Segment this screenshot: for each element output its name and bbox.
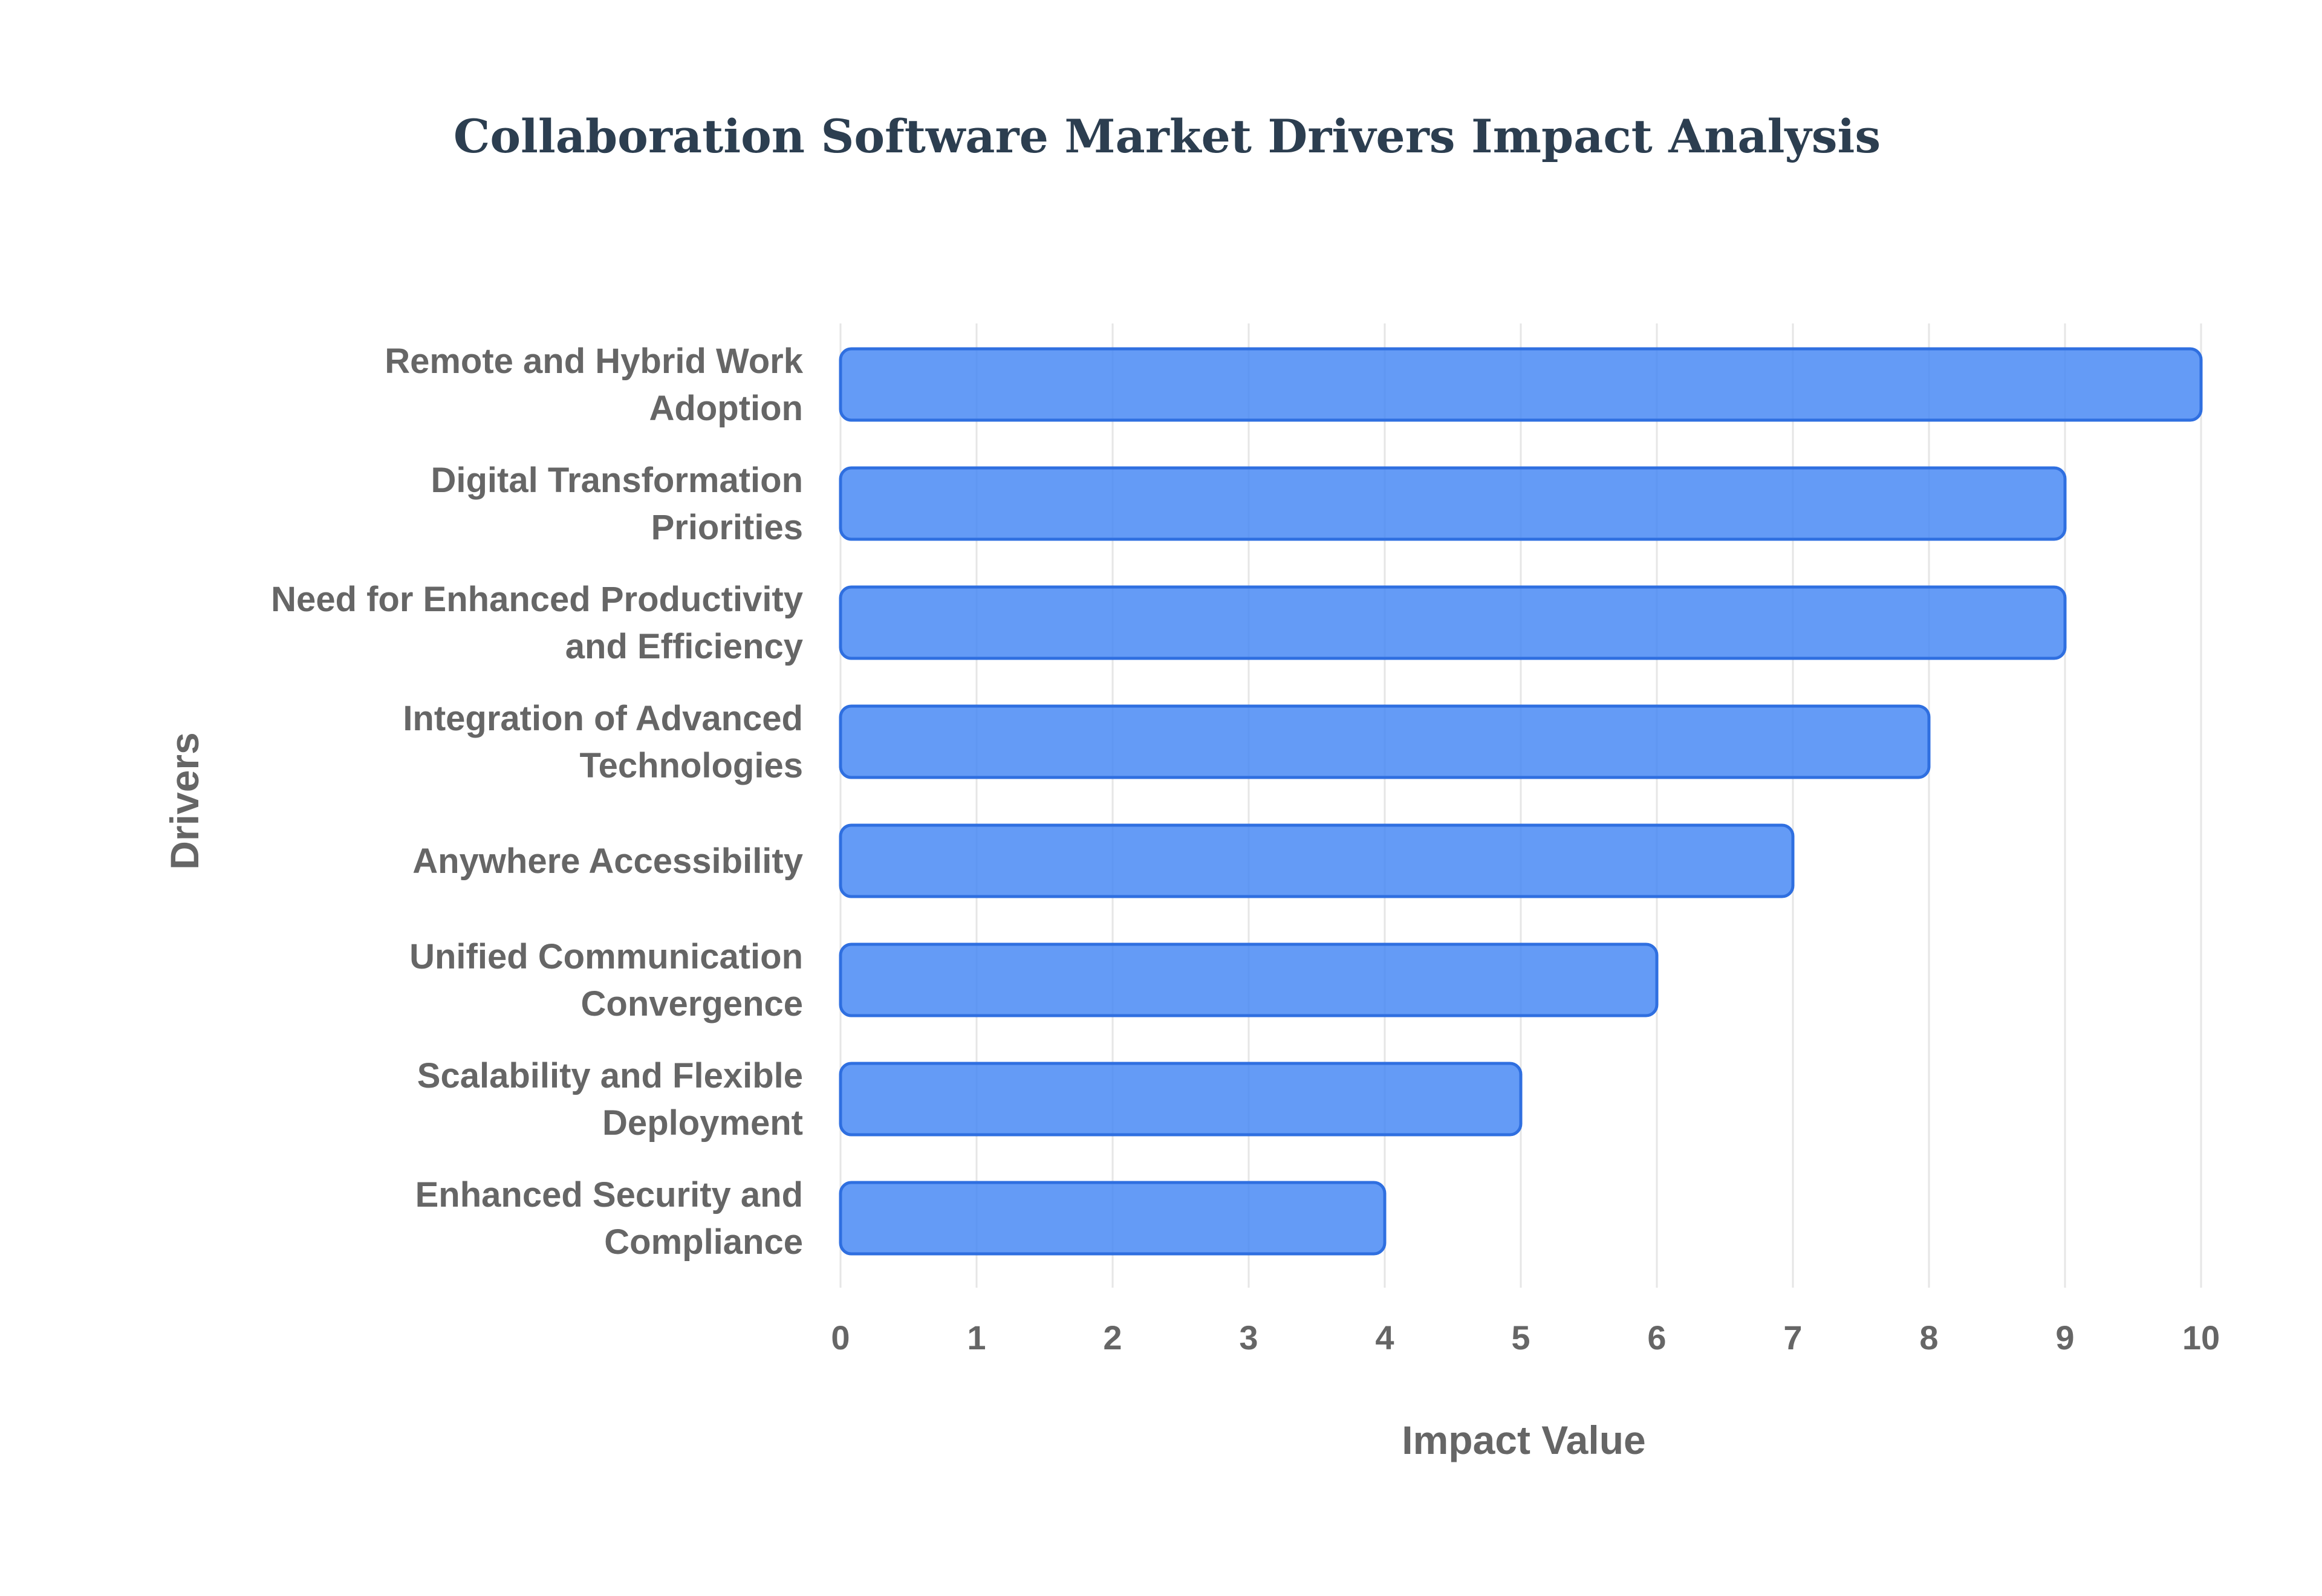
category-label-line: Need for Enhanced Productivity [271,580,803,619]
x-tick-label-2: 2 [1103,1319,1122,1357]
bar-0 [839,347,2203,422]
category-label-2: Need for Enhanced Productivity and Effici… [271,580,803,666]
chart-title: Collaboration Software Market Drivers Im… [454,109,1881,163]
category-label-line: Convergence [581,984,803,1023]
bar-4 [839,823,1795,898]
bar-6 [839,1062,1523,1137]
category-label-line: Technologies [579,746,803,785]
x-tick-labels: 0 1 2 3 4 5 6 7 8 9 10 [831,1319,2220,1357]
x-tick-label-0: 0 [831,1319,850,1357]
bar-7 [839,1181,1387,1256]
category-label-line: Unified Communication [409,937,803,976]
bar-5 [839,942,1659,1017]
bar-3 [839,704,1931,779]
category-label-5: Unified Communication Convergence [409,937,803,1023]
category-label-line: Anywhere Accessibility [412,842,803,881]
x-tick-label-7: 7 [1783,1319,1802,1357]
category-label-line: Adoption [649,389,803,428]
category-label-3: Integration of Advanced Technologies [403,699,803,785]
category-label-7: Enhanced Security and Compliance [415,1175,803,1262]
bars [839,347,2203,1256]
y-axis-title: Drivers [162,732,207,870]
x-tick-label-1: 1 [967,1319,986,1357]
category-label-1: Digital Transformation Priorities [431,461,803,547]
category-label-line: Digital Transformation [431,461,803,500]
category-label-line: Integration of Advanced [403,699,803,738]
category-label-0: Remote and Hybrid Work Adoption [385,342,804,428]
category-labels: Remote and Hybrid Work Adoption Digital Tr… [271,342,804,1262]
category-label-line: Priorities [651,508,803,547]
x-tick-label-4: 4 [1375,1319,1394,1357]
x-tick-label-6: 6 [1647,1319,1666,1357]
category-label-line: Compliance [604,1222,803,1262]
category-label-4: Anywhere Accessibility [412,842,803,881]
bar-2 [839,585,2067,660]
x-tick-label-3: 3 [1239,1319,1258,1357]
bar-1 [839,466,2067,541]
category-label-line: Scalability and Flexible [417,1056,803,1095]
x-tick-label-9: 9 [2055,1319,2074,1357]
category-label-line: Remote and Hybrid Work [385,342,804,381]
category-label-line: Enhanced Security and [415,1175,803,1215]
x-tick-label-10: 10 [2182,1319,2220,1357]
x-axis-title: Impact Value [1402,1418,1646,1462]
category-label-line: Deployment [602,1103,803,1143]
category-label-6: Scalability and Flexible Deployment [417,1056,803,1143]
x-tick-label-8: 8 [1919,1319,1938,1357]
category-label-line: and Efficiency [565,627,803,666]
x-tick-label-5: 5 [1511,1319,1530,1357]
